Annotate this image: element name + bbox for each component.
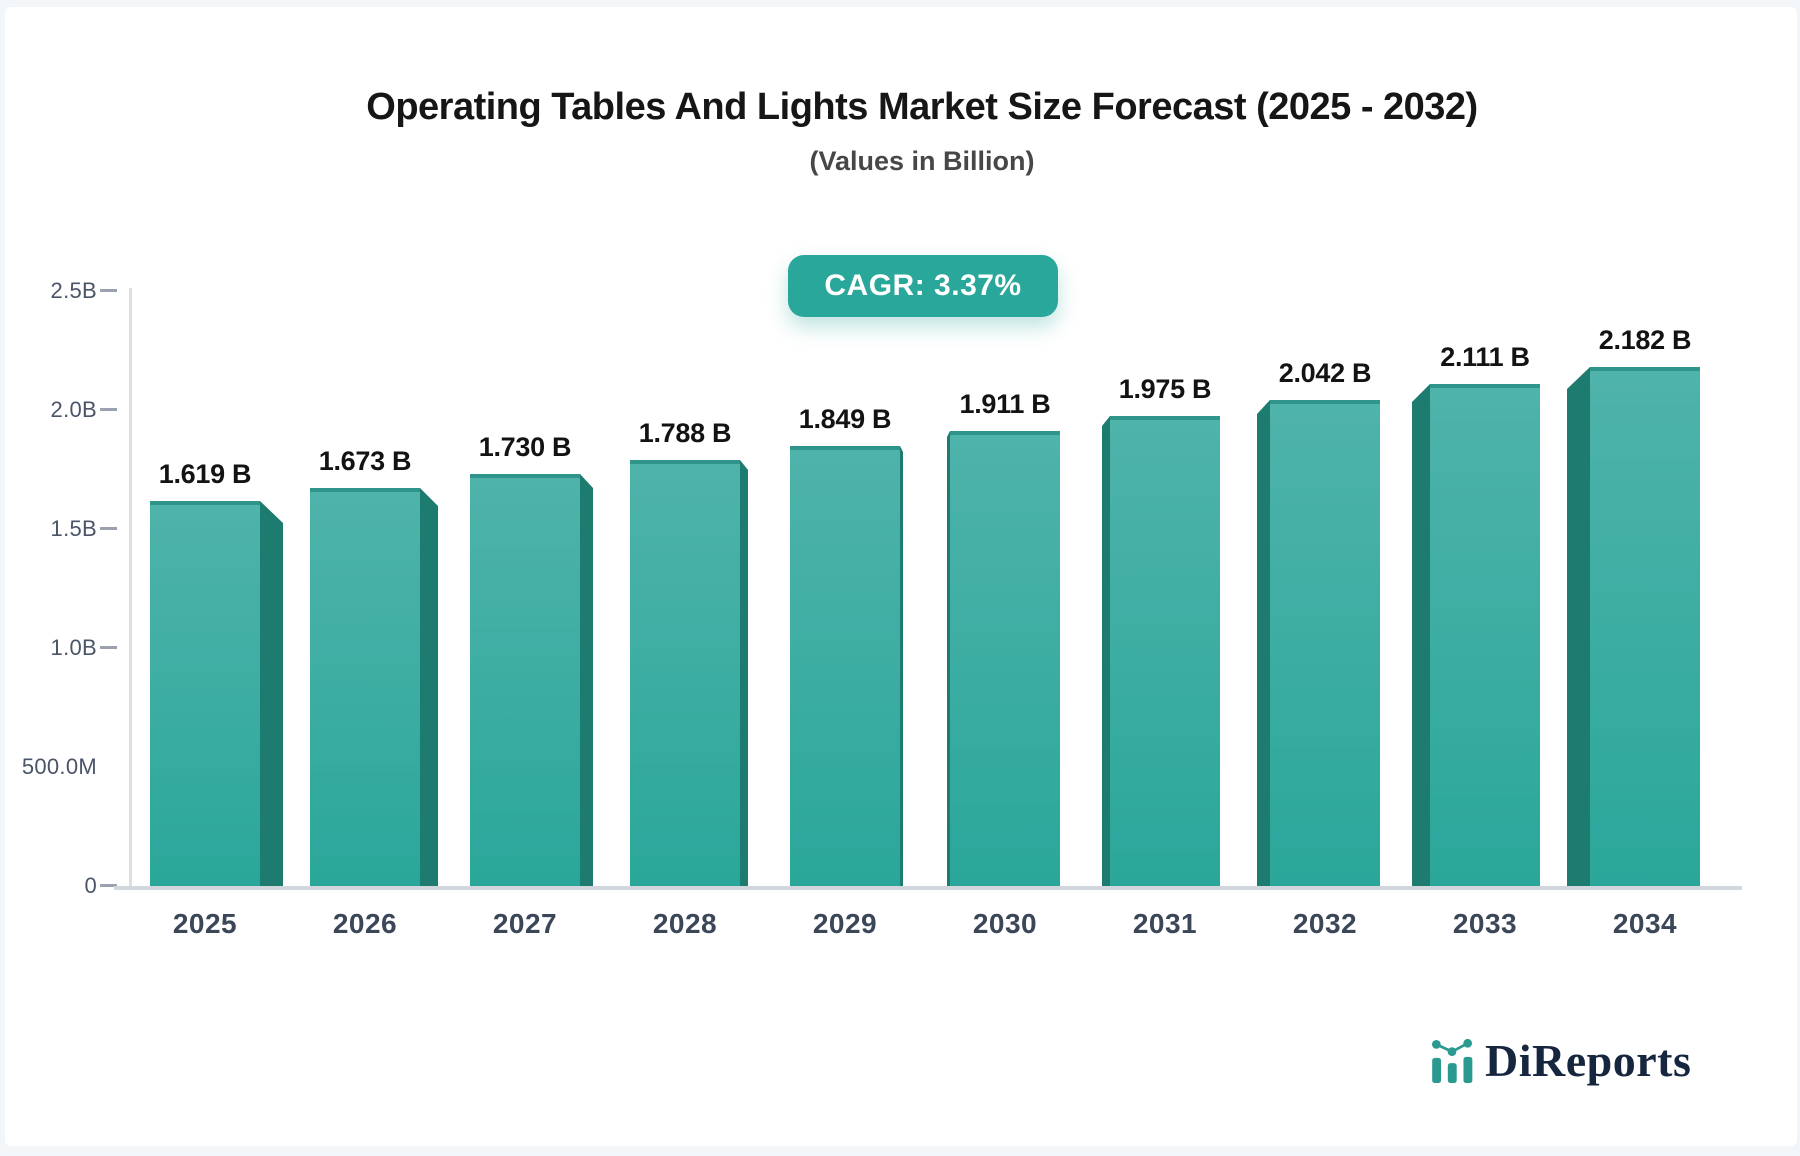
direports-logo: DiReports bbox=[1428, 1032, 1691, 1088]
x-axis-label: 2034 bbox=[1612, 908, 1678, 939]
bar-side-face bbox=[420, 488, 438, 886]
x-axis-label: 2029 bbox=[812, 908, 878, 939]
cagr-badge: CAGR: 3.37% bbox=[788, 255, 1058, 317]
y-tick-label: 1.5B bbox=[50, 516, 97, 541]
x-axis-label: 2032 bbox=[1292, 908, 1358, 939]
y-tick-mark bbox=[100, 527, 117, 530]
bar-side-face bbox=[740, 460, 748, 886]
y-tick-label: 1.0B bbox=[50, 635, 97, 660]
bar-side-face bbox=[260, 501, 283, 886]
bar-value-label: 1.673 B bbox=[318, 446, 412, 476]
bar-2034 bbox=[1590, 367, 1700, 886]
bar-chart-logo-icon bbox=[1431, 1038, 1473, 1083]
x-axis-label: 2031 bbox=[1132, 908, 1198, 939]
x-axis-label: 2025 bbox=[172, 908, 238, 939]
bar-2031 bbox=[1110, 416, 1220, 886]
y-tick-mark bbox=[100, 289, 117, 292]
bar-side-face bbox=[1102, 416, 1110, 886]
chart-subtitle: (Values in Billion) bbox=[809, 146, 1035, 176]
y-tick-mark bbox=[100, 646, 117, 649]
bar-2030 bbox=[950, 431, 1060, 886]
x-axis-label: 2027 bbox=[492, 908, 558, 939]
bar-side-face bbox=[580, 474, 593, 886]
y-tick-mark bbox=[100, 884, 117, 887]
bar-2028 bbox=[630, 460, 740, 886]
bar-value-label: 2.111 B bbox=[1440, 342, 1530, 372]
bar-2032 bbox=[1270, 400, 1380, 886]
bar-side-face bbox=[1257, 400, 1270, 886]
bar-2029 bbox=[790, 446, 900, 886]
x-axis-label: 2030 bbox=[972, 908, 1038, 939]
bar-value-label: 1.730 B bbox=[478, 432, 572, 462]
x-axis-baseline bbox=[114, 886, 1742, 890]
y-tick-mark bbox=[100, 408, 117, 411]
chart-title: Operating Tables And Lights Market Size … bbox=[366, 86, 1478, 128]
bar-side-face bbox=[1412, 384, 1430, 886]
x-axis-label: 2033 bbox=[1452, 908, 1518, 939]
y-tick-label: 2.5B bbox=[50, 278, 97, 303]
y-tick-label: 0 bbox=[84, 873, 97, 898]
bar-side-face bbox=[900, 446, 903, 886]
bar-2027 bbox=[470, 474, 580, 886]
y-tick-label: 500.0M bbox=[21, 754, 97, 779]
direports-logo-text: DiReports bbox=[1485, 1034, 1692, 1086]
y-tick-label: 2.0B bbox=[50, 397, 97, 422]
bar-value-label: 2.182 B bbox=[1598, 325, 1692, 355]
bar-value-label: 2.042 B bbox=[1278, 358, 1372, 388]
bar-value-label: 1.849 B bbox=[798, 404, 892, 434]
bar-side-face bbox=[947, 431, 950, 886]
bar-2033 bbox=[1430, 384, 1540, 886]
y-axis-line bbox=[129, 288, 132, 886]
bar-value-label: 1.788 B bbox=[638, 418, 732, 448]
bar-2025 bbox=[150, 501, 260, 886]
bar-value-label: 1.619 B bbox=[158, 459, 252, 489]
bar-side-face bbox=[1567, 367, 1590, 886]
bar-value-label: 1.911 B bbox=[959, 389, 1051, 419]
bar-value-label: 1.975 B bbox=[1118, 374, 1212, 404]
x-axis-label: 2026 bbox=[332, 908, 398, 939]
x-axis-label: 2028 bbox=[652, 908, 718, 939]
bar-2026 bbox=[310, 488, 420, 886]
